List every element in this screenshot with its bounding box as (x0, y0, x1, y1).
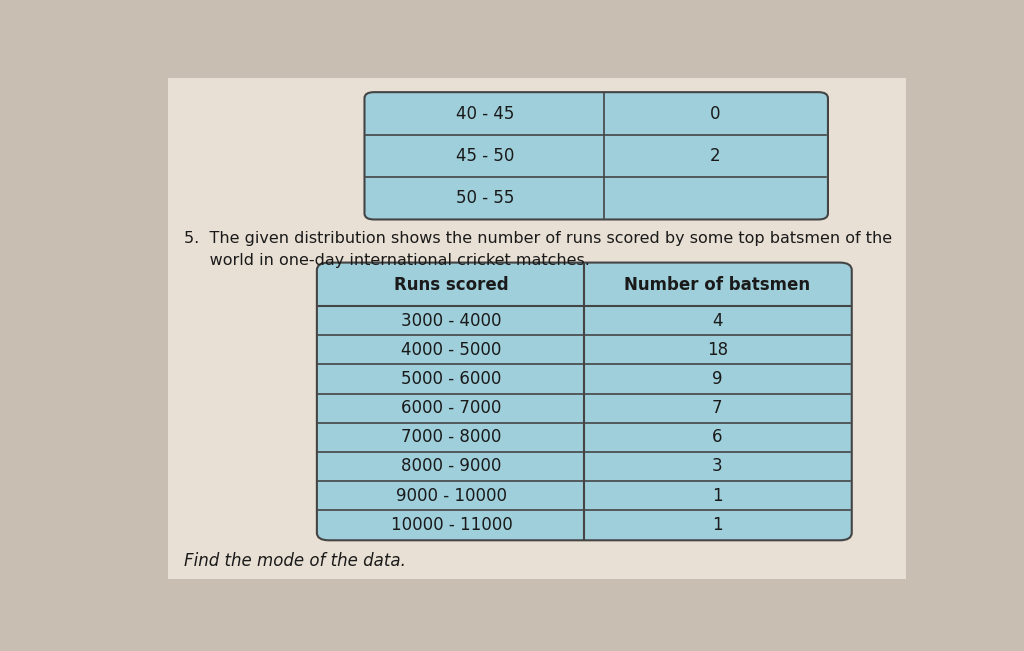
Text: 40 - 45: 40 - 45 (456, 105, 514, 123)
Text: 3: 3 (712, 458, 723, 475)
FancyBboxPatch shape (365, 92, 828, 219)
FancyBboxPatch shape (168, 78, 906, 579)
Text: 18: 18 (707, 341, 728, 359)
Text: 1: 1 (712, 486, 723, 505)
Text: Find the mode of the data.: Find the mode of the data. (183, 552, 406, 570)
Text: 1: 1 (712, 516, 723, 534)
Text: 7000 - 8000: 7000 - 8000 (401, 428, 502, 447)
Text: 0: 0 (710, 105, 721, 123)
Text: 10000 - 11000: 10000 - 11000 (390, 516, 512, 534)
Text: 2: 2 (710, 147, 721, 165)
Text: 7: 7 (712, 399, 723, 417)
Text: 45 - 50: 45 - 50 (456, 147, 514, 165)
Text: 6000 - 7000: 6000 - 7000 (401, 399, 502, 417)
Text: 4000 - 5000: 4000 - 5000 (401, 341, 502, 359)
Text: Number of batsmen: Number of batsmen (625, 276, 810, 294)
Text: 6: 6 (712, 428, 723, 447)
Text: 50 - 55: 50 - 55 (456, 189, 514, 206)
Text: 9: 9 (712, 370, 723, 388)
Text: 3000 - 4000: 3000 - 4000 (401, 312, 502, 330)
Text: Runs scored: Runs scored (394, 276, 509, 294)
Text: 4: 4 (712, 312, 723, 330)
Text: 8000 - 9000: 8000 - 9000 (401, 458, 502, 475)
Text: 5.  The given distribution shows the number of runs scored by some top batsmen o: 5. The given distribution shows the numb… (183, 231, 892, 268)
Text: 9000 - 10000: 9000 - 10000 (396, 486, 507, 505)
Text: 5000 - 6000: 5000 - 6000 (401, 370, 502, 388)
FancyBboxPatch shape (316, 262, 852, 540)
